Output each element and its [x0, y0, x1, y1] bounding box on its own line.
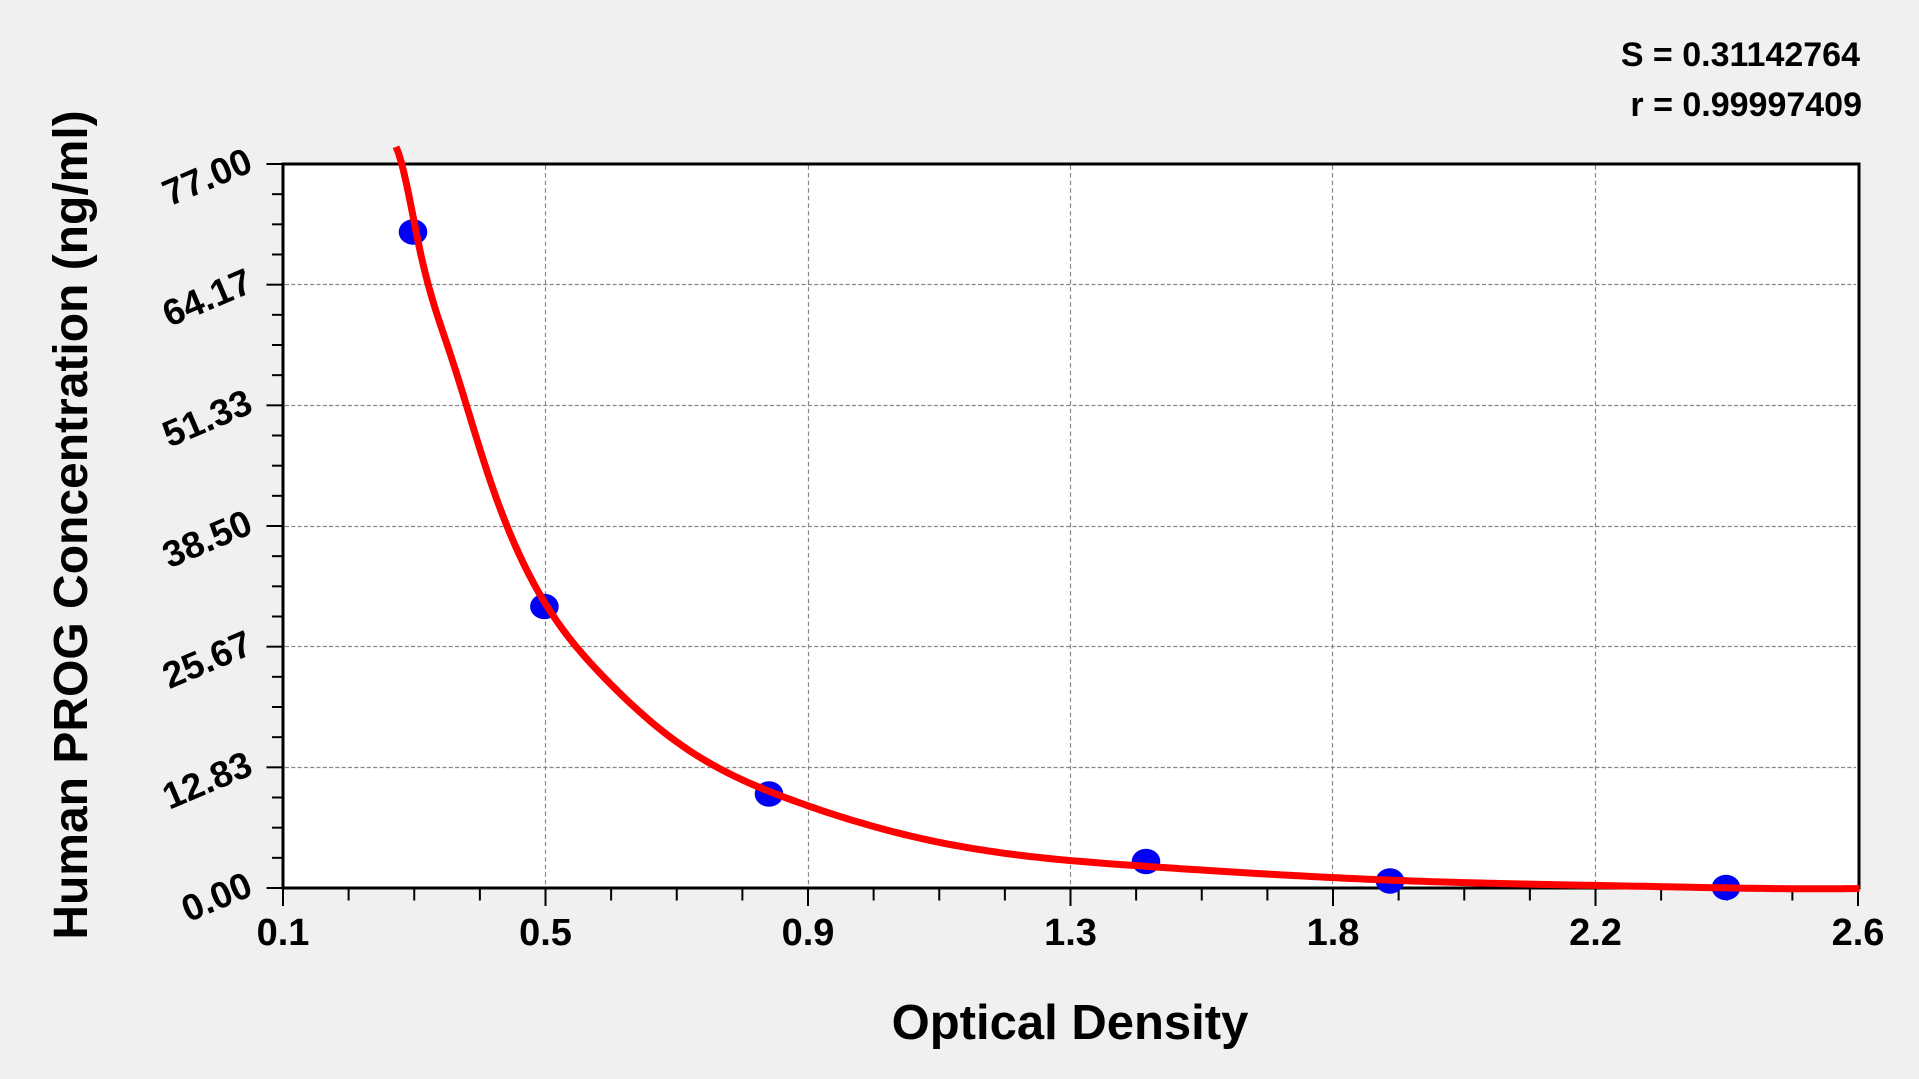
svg-text:Human PROG Concentration (ng/m: Human PROG Concentration (ng/ml): [45, 110, 98, 939]
svg-text:1.8: 1.8: [1307, 912, 1360, 954]
svg-text:Optical Density: Optical Density: [892, 996, 1249, 1050]
svg-text:r = 0.99997409: r = 0.99997409: [1630, 86, 1862, 124]
svg-text:S = 0.31142764: S = 0.31142764: [1621, 36, 1860, 74]
svg-text:2.6: 2.6: [1832, 912, 1885, 954]
svg-text:0.5: 0.5: [519, 912, 572, 954]
svg-text:0.9: 0.9: [782, 912, 835, 954]
svg-text:2.2: 2.2: [1569, 912, 1622, 954]
svg-text:0.1: 0.1: [257, 912, 310, 954]
svg-text:1.3: 1.3: [1044, 912, 1097, 954]
